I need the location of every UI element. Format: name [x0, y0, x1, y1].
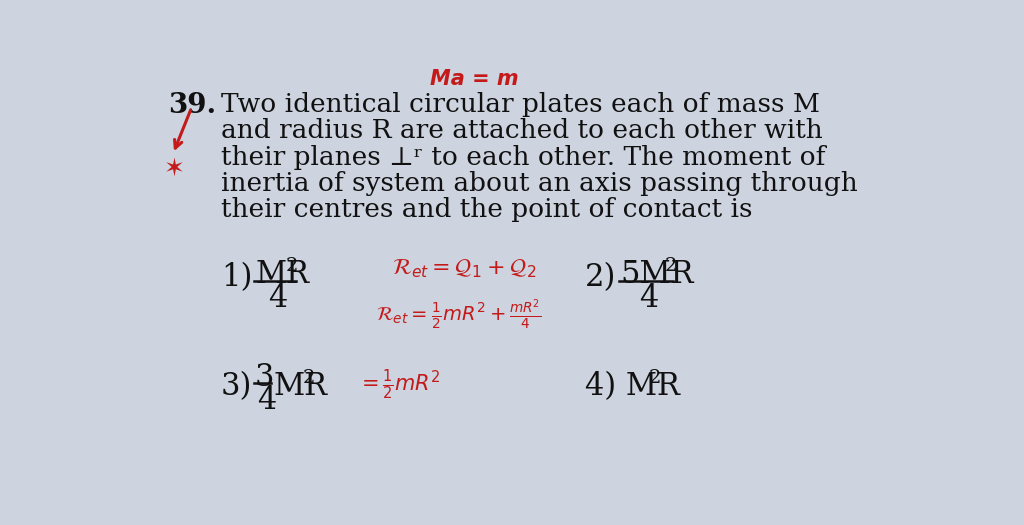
- Text: ✶: ✶: [164, 157, 185, 181]
- Text: 4: 4: [257, 385, 275, 416]
- Text: 4) MR: 4) MR: [586, 371, 680, 402]
- Text: MR: MR: [256, 259, 310, 290]
- Text: 3: 3: [255, 362, 274, 393]
- Text: their centres and the point of contact is: their centres and the point of contact i…: [221, 197, 753, 222]
- Text: inertia of system about an axis passing through: inertia of system about an axis passing …: [221, 171, 858, 196]
- Text: 2: 2: [649, 370, 662, 387]
- Text: 4: 4: [639, 283, 658, 314]
- Text: MR: MR: [273, 371, 328, 402]
- Text: and radius R are attached to each other with: and radius R are attached to each other …: [221, 119, 822, 143]
- Text: 2: 2: [286, 257, 298, 275]
- Text: 2): 2): [586, 261, 616, 292]
- Text: 1): 1): [221, 261, 252, 292]
- Text: 5MR: 5MR: [621, 259, 693, 290]
- Text: $=\frac{1}{2}mR^2$: $=\frac{1}{2}mR^2$: [356, 367, 440, 402]
- Text: $\mathcal{R}_{et}=\frac{1}{2}mR^2+\frac{mR^2}{4}$: $\mathcal{R}_{et}=\frac{1}{2}mR^2+\frac{…: [376, 298, 542, 332]
- Text: Two identical circular plates each of mass M: Two identical circular plates each of ma…: [221, 92, 820, 117]
- Text: 4: 4: [268, 283, 288, 314]
- Text: 39.: 39.: [168, 92, 216, 119]
- Text: 2: 2: [303, 370, 315, 387]
- Text: their planes ⊥ʳ to each other. The moment of: their planes ⊥ʳ to each other. The momen…: [221, 144, 825, 170]
- Text: 3): 3): [221, 371, 252, 402]
- Text: Ma = m: Ma = m: [430, 69, 519, 89]
- Text: 2: 2: [665, 257, 678, 275]
- Text: $\mathcal{R}_{et}=\mathcal{Q}_1+\mathcal{Q}_2$: $\mathcal{R}_{et}=\mathcal{Q}_1+\mathcal…: [391, 257, 536, 280]
